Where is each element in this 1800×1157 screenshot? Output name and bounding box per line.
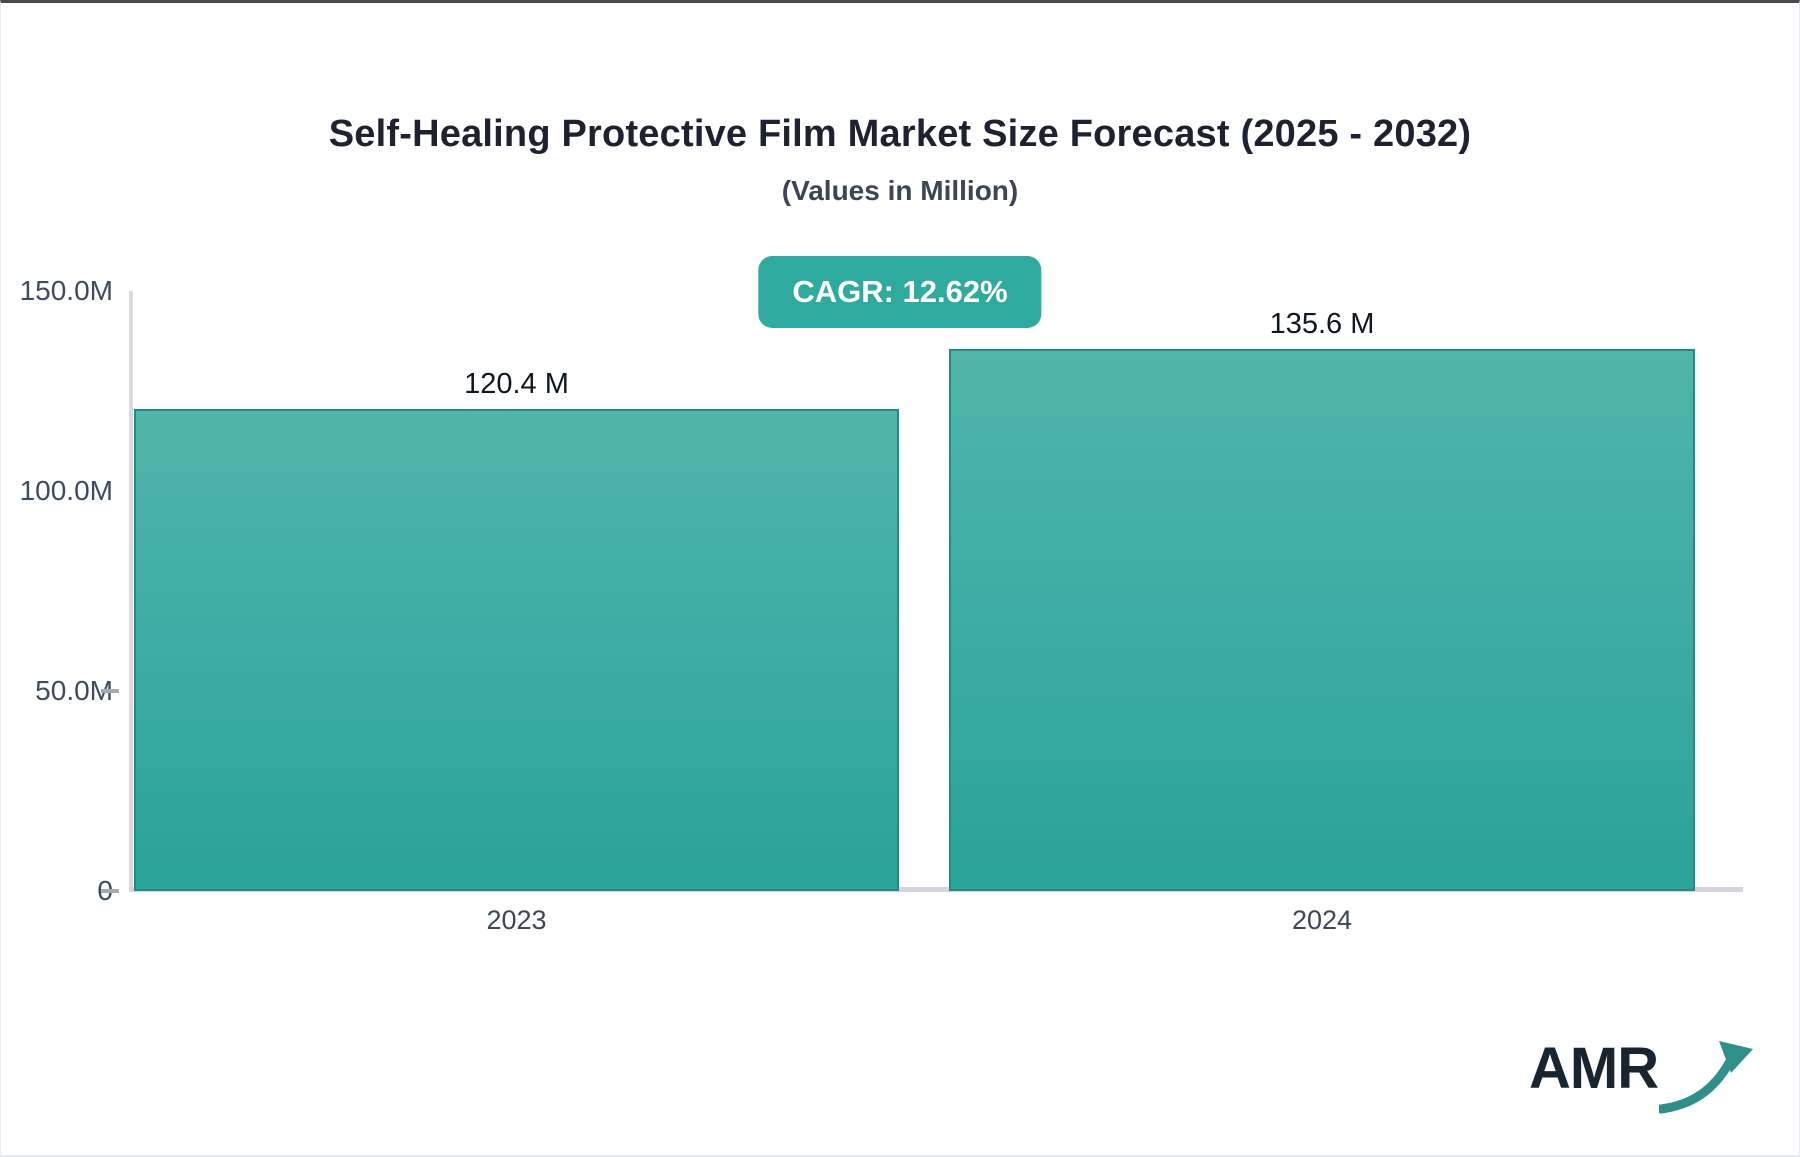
y-axis-tick-mark bbox=[101, 689, 119, 693]
bar-2024[interactable] bbox=[949, 349, 1695, 891]
y-axis-tick-label: 150.0M bbox=[19, 275, 113, 306]
amr-logo-arrow-icon bbox=[1656, 1039, 1759, 1120]
y-axis-tick-label: 50.0M bbox=[35, 675, 113, 706]
y-axis-tick-label: 0 bbox=[1, 875, 113, 907]
y-axis-tick-mark bbox=[101, 889, 119, 893]
bar-value-label: 135.6 M bbox=[1269, 308, 1375, 340]
bar-2023[interactable] bbox=[134, 409, 899, 891]
x-axis-line bbox=[129, 887, 1743, 892]
x-axis-category-label: 2023 bbox=[486, 905, 547, 935]
cagr-badge: CAGR: 12.62% bbox=[758, 256, 1042, 328]
y-axis-tick-label: 100.0M bbox=[19, 475, 113, 506]
amr-logo: AMR bbox=[1529, 1035, 1753, 1115]
chart-subtitle: (Values in Million) bbox=[781, 175, 1019, 206]
bar-value-label: 120.4 M bbox=[464, 368, 569, 400]
chart-title: Self-Healing Protective Film Market Size… bbox=[328, 113, 1472, 155]
x-axis-category-label: 2024 bbox=[1291, 905, 1353, 935]
amr-logo-text: AMR bbox=[1529, 1036, 1659, 1101]
y-axis-line bbox=[129, 291, 133, 891]
